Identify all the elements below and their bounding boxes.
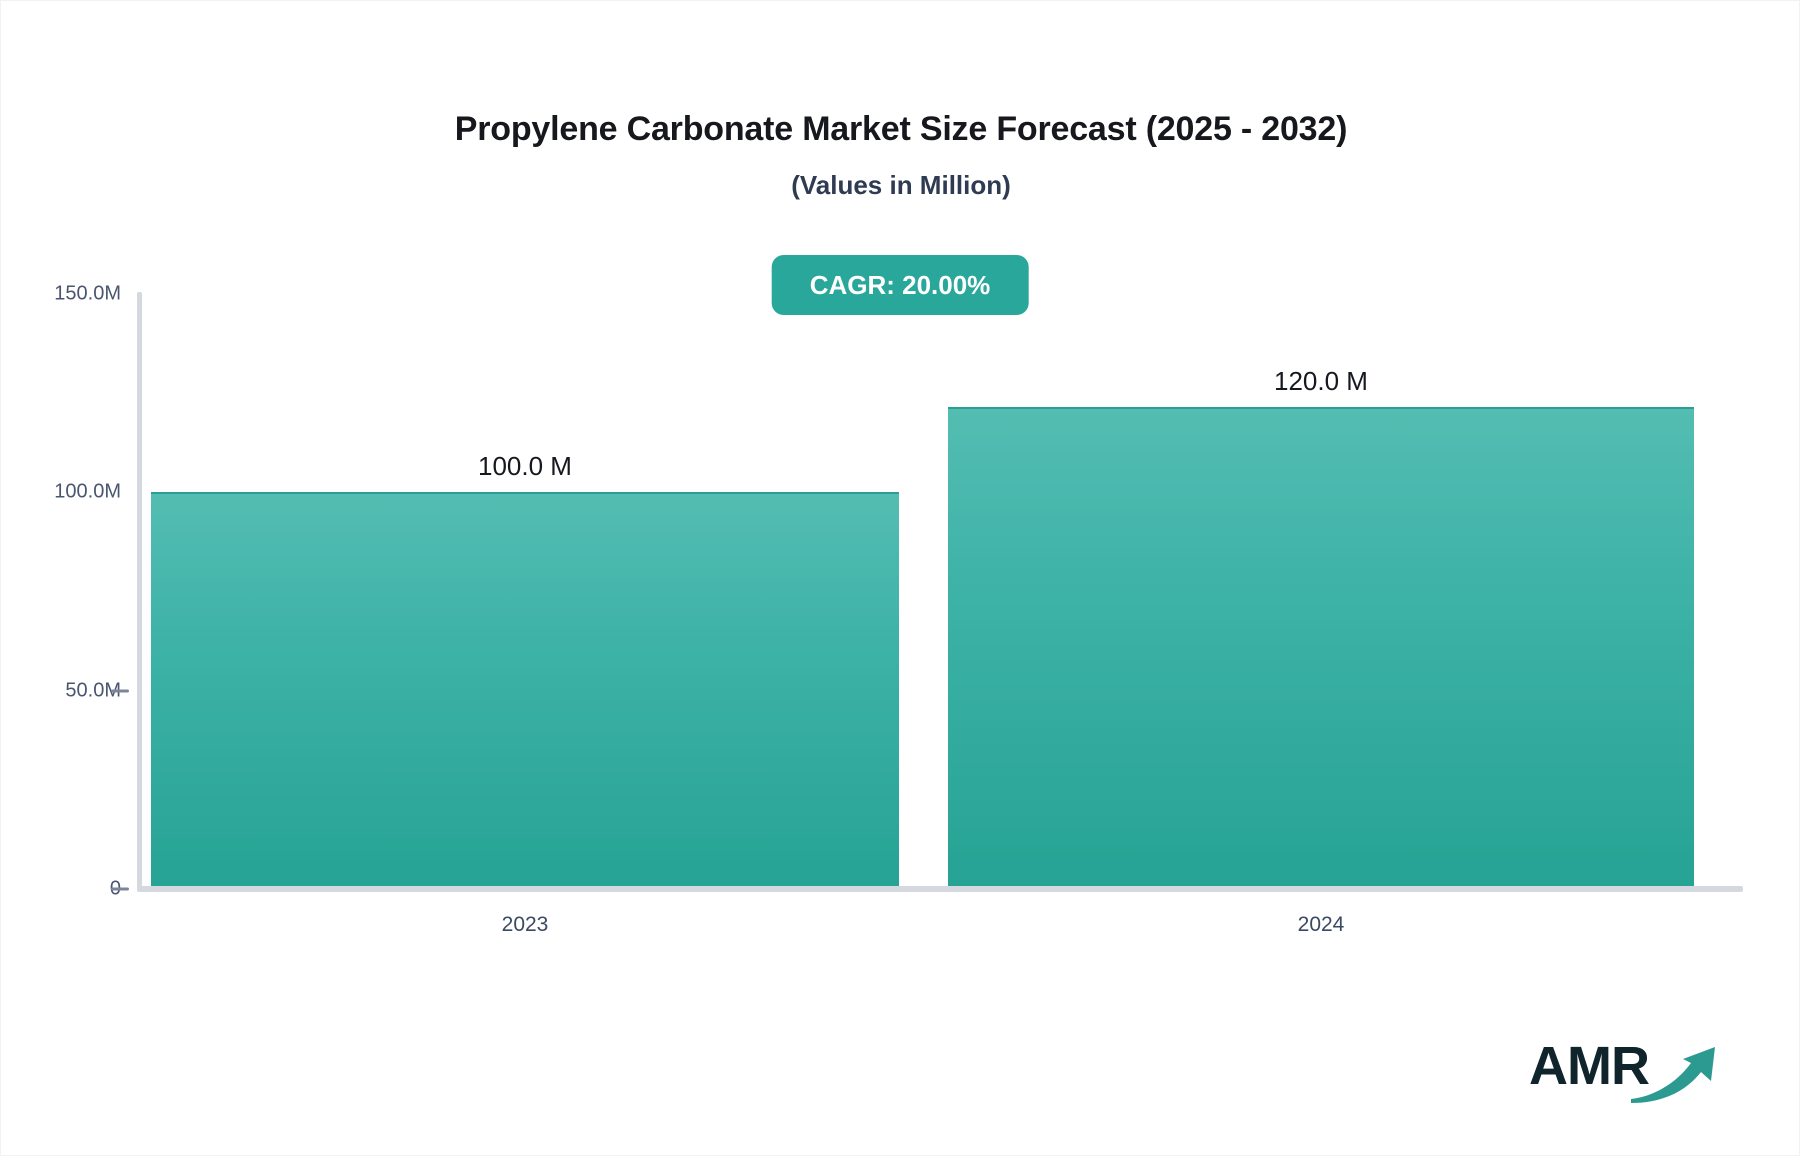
chart-subtitle: (Values in Million) [791, 169, 1011, 200]
x-tick-label-2024: 2024 [1297, 913, 1345, 936]
bar-2024[interactable] [948, 407, 1694, 886]
bar-value-2024: 120.0 M [1274, 366, 1368, 396]
y-tick-label-150: 150.0M [54, 282, 121, 305]
y-tick-label-0: 0 [1, 878, 121, 901]
y-tick-mark-0 [111, 887, 129, 891]
bar-2023[interactable] [151, 492, 899, 886]
bar-value-2023: 100.0 M [478, 451, 572, 481]
y-axis-line [137, 292, 142, 890]
x-axis-line [137, 886, 1743, 892]
chart-title: Propylene Carbonate Market Size Forecast… [454, 110, 1348, 148]
logo-wordmark: AMR [1529, 1036, 1650, 1096]
y-tick-label-50: 50.0M [65, 679, 121, 702]
y-tick-mark-50 [111, 689, 129, 693]
cagr-badge: CAGR: 20.00% [771, 255, 1029, 315]
y-tick-label-100: 100.0M [54, 480, 121, 503]
amr-logo: AMR [1529, 1033, 1729, 1111]
chart-header: Propylene Carbonate Market Size Forecast… [1, 109, 1800, 201]
x-tick-label-2023: 2023 [501, 913, 549, 936]
growth-arrow-icon [1631, 1047, 1715, 1103]
